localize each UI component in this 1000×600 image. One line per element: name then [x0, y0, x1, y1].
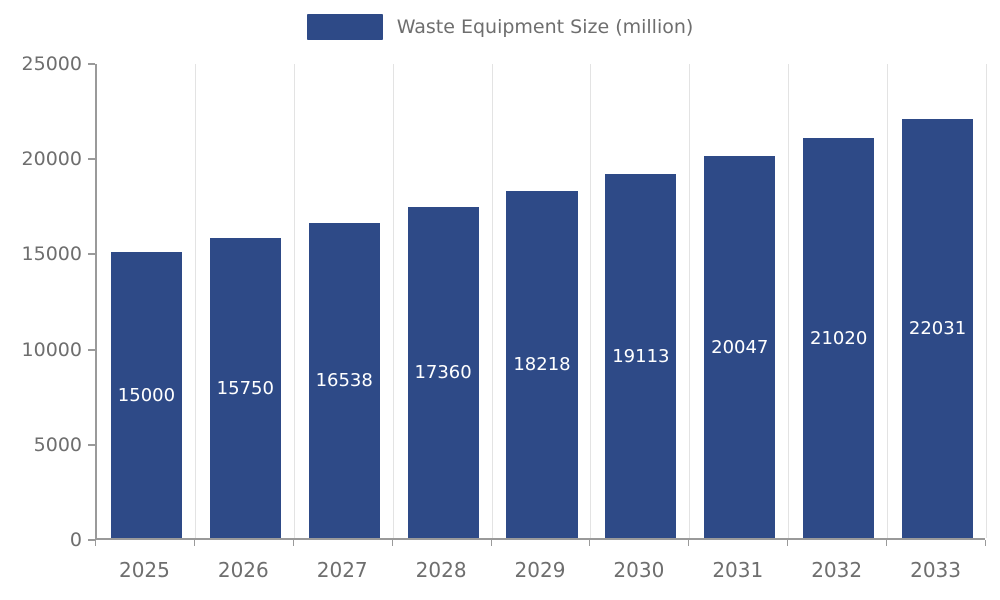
y-tick-label: 5000: [33, 433, 82, 456]
gridline-vertical: [590, 64, 592, 538]
y-tick-mark: [88, 253, 95, 256]
x-tick-label-2032: 2032: [811, 558, 863, 582]
x-tick-mark: [886, 540, 888, 546]
x-tick-mark: [589, 540, 591, 546]
x-tick-mark: [193, 540, 195, 546]
x-tick-label-2030: 2030: [613, 558, 665, 582]
legend-label: Waste Equipment Size (million): [396, 16, 694, 38]
bar-value-label: 19113: [612, 345, 670, 367]
y-tick-mark: [88, 539, 95, 541]
bar-2026: 15750: [209, 238, 281, 538]
gridline-vertical: [788, 64, 790, 538]
y-tick-mark: [88, 158, 95, 161]
bar-2025: 15000: [110, 252, 183, 538]
x-tick-label-2025: 2025: [118, 558, 170, 582]
bar-2029: 18218: [506, 191, 578, 538]
bar-value-label: 17360: [414, 362, 472, 383]
x-tick-mark: [688, 540, 690, 546]
bar-value-label: 22031: [908, 318, 967, 339]
y-tick-label: 10000: [21, 338, 82, 361]
legend-swatch: [306, 14, 383, 40]
bar-2030: 19113: [605, 174, 677, 538]
bar-2027: 16538: [308, 223, 380, 538]
bar-value-label: 15000: [117, 384, 176, 406]
bar-value-label: 21020: [810, 327, 868, 349]
plot-area: 15000 15750 16538 17360 18218 19113 20047 21020…: [95, 64, 987, 540]
x-tick-mark: [391, 540, 393, 546]
bar-value-label: 20047: [711, 336, 769, 358]
gridline-vertical: [986, 64, 987, 538]
y-tick-label: 25000: [21, 53, 82, 75]
y-tick-label: 20000: [21, 148, 82, 171]
x-tick-label-2026: 2026: [217, 558, 269, 582]
x-tick-mark: [490, 540, 492, 546]
x-tick-mark: [95, 540, 96, 546]
bar-2032: 21020: [803, 138, 875, 538]
bar-value-label: 15750: [216, 377, 274, 399]
bar-value-label: 18218: [513, 354, 571, 375]
y-tick-label: 15000: [21, 243, 82, 266]
gridline-vertical: [392, 64, 394, 538]
x-tick-mark: [985, 540, 986, 546]
gridline-vertical: [293, 64, 295, 538]
bar-2028: 17360: [407, 207, 479, 538]
y-tick-mark: [88, 63, 95, 65]
gridline-vertical: [491, 64, 493, 538]
bar-value-label: 16538: [315, 370, 373, 391]
x-tick-label-2031: 2031: [712, 558, 764, 582]
gridline-vertical: [689, 64, 691, 538]
x-tick-label-2033: 2033: [910, 558, 961, 582]
x-tick-label-2029: 2029: [514, 558, 566, 582]
y-tick-mark: [88, 348, 95, 351]
y-tick-label: 0: [69, 529, 82, 551]
gridline-vertical: [887, 64, 889, 538]
x-tick-label-2028: 2028: [415, 558, 467, 582]
x-tick-label-2027: 2027: [316, 558, 368, 582]
x-tick-mark: [787, 540, 789, 546]
bar-2033: 22031: [901, 119, 974, 538]
bar-2031: 20047: [704, 156, 776, 538]
y-tick-mark: [88, 443, 95, 446]
x-tick-mark: [292, 540, 294, 546]
gridline-vertical: [194, 64, 196, 538]
legend: Waste Equipment Size (million): [0, 14, 1000, 40]
